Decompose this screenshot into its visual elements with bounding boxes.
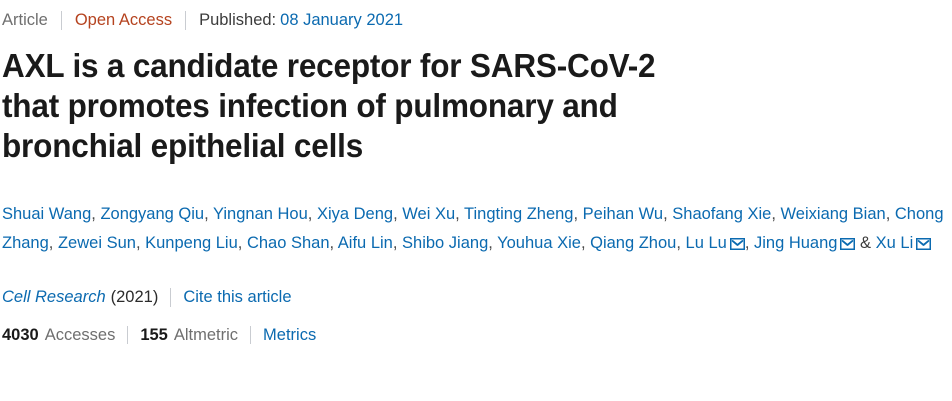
author-separator: , <box>307 205 317 223</box>
author-separator: , <box>580 234 591 252</box>
author-separator: , <box>455 205 465 223</box>
journal-name-link[interactable]: Cell Research <box>2 288 106 306</box>
citation-row: Cell Research (2021) Cite this article <box>2 286 952 308</box>
author-link[interactable]: Kunpeng Liu <box>145 234 238 252</box>
author-separator: , <box>393 205 403 223</box>
metrics-link[interactable]: Metrics <box>263 326 317 344</box>
author-separator: , <box>885 205 895 223</box>
author-separator: , <box>135 234 146 252</box>
author-link[interactable]: Lu Lu <box>685 234 727 252</box>
author-link[interactable]: Shaofang Xie <box>672 205 772 223</box>
accesses-label: Accesses <box>44 326 116 344</box>
citation-divider <box>170 287 172 307</box>
accesses-count: 4030 <box>2 326 39 344</box>
metrics-row: 4030 Accesses 155 Altmetric Metrics <box>2 324 952 346</box>
author-link[interactable]: Jing Huang <box>753 234 838 252</box>
published-info: Published: 08 January 2021 <box>199 9 403 31</box>
author-link[interactable]: Zongyang Qiu <box>100 205 205 223</box>
article-meta-row: Article Open Access Published: 08 Januar… <box>2 8 952 32</box>
author-separator: , <box>48 234 58 252</box>
author-link[interactable]: Youhua Xie <box>497 234 581 252</box>
author-separator: , <box>771 205 781 223</box>
author-ampersand: & <box>855 234 876 252</box>
article-header: Article Open Access Published: 08 Januar… <box>2 8 952 346</box>
altmetric-metric: 155 Altmetric <box>140 324 238 346</box>
meta-divider-1 <box>60 10 62 30</box>
author-link[interactable]: Chong Zhang <box>2 205 944 252</box>
author-link[interactable]: Qiang Zhou <box>590 234 677 252</box>
author-link[interactable]: Tingting Zheng <box>464 205 574 223</box>
author-separator: , <box>663 205 673 223</box>
author-separator: , <box>392 234 403 252</box>
author-link[interactable]: Chao Shan <box>246 234 330 252</box>
published-label: Published: <box>199 11 277 29</box>
altmetric-count: 155 <box>140 326 168 344</box>
metrics-divider-1 <box>127 326 129 344</box>
author-separator: , <box>204 205 213 223</box>
author-list: Shuai Wang, Zongyang Qiu, Yingnan Hou, X… <box>2 200 950 258</box>
author-link[interactable]: Xiya Deng <box>316 205 394 223</box>
author-link[interactable]: Shibo Jiang <box>402 234 489 252</box>
author-link[interactable]: Wei Xu <box>402 205 456 223</box>
meta-divider-2 <box>185 10 187 30</box>
open-access-badge[interactable]: Open Access <box>74 11 173 29</box>
author-link[interactable]: Aifu Lin <box>337 234 393 252</box>
author-separator: , <box>329 234 338 252</box>
article-type-label: Article <box>2 11 48 29</box>
author-separator: , <box>237 234 247 252</box>
author-link[interactable]: Zewei Sun <box>57 234 136 252</box>
altmetric-label: Altmetric <box>173 326 239 344</box>
envelope-icon[interactable] <box>729 238 745 250</box>
cite-this-article-link[interactable]: Cite this article <box>183 288 292 306</box>
author-separator: , <box>744 234 754 252</box>
author-separator: , <box>488 234 498 252</box>
envelope-icon[interactable] <box>840 238 856 250</box>
author-link[interactable]: Yingnan Hou <box>212 205 308 223</box>
published-date-link[interactable]: 08 January 2021 <box>280 11 404 29</box>
author-link[interactable]: Shuai Wang <box>2 205 92 223</box>
envelope-icon[interactable] <box>916 238 932 250</box>
author-link[interactable]: Peihan Wu <box>582 205 664 223</box>
author-link[interactable]: Weixiang Bian <box>780 205 886 223</box>
author-separator: , <box>91 205 101 223</box>
accesses-metric: 4030 Accesses <box>2 324 115 346</box>
author-separator: , <box>573 205 583 223</box>
metrics-divider-2 <box>250 326 252 344</box>
author-separator: , <box>676 234 686 252</box>
author-link[interactable]: Xu Li <box>875 234 914 252</box>
citation-year: (2021) <box>110 288 159 306</box>
article-title: AXL is a candidate receptor for SARS-CoV… <box>2 47 656 164</box>
